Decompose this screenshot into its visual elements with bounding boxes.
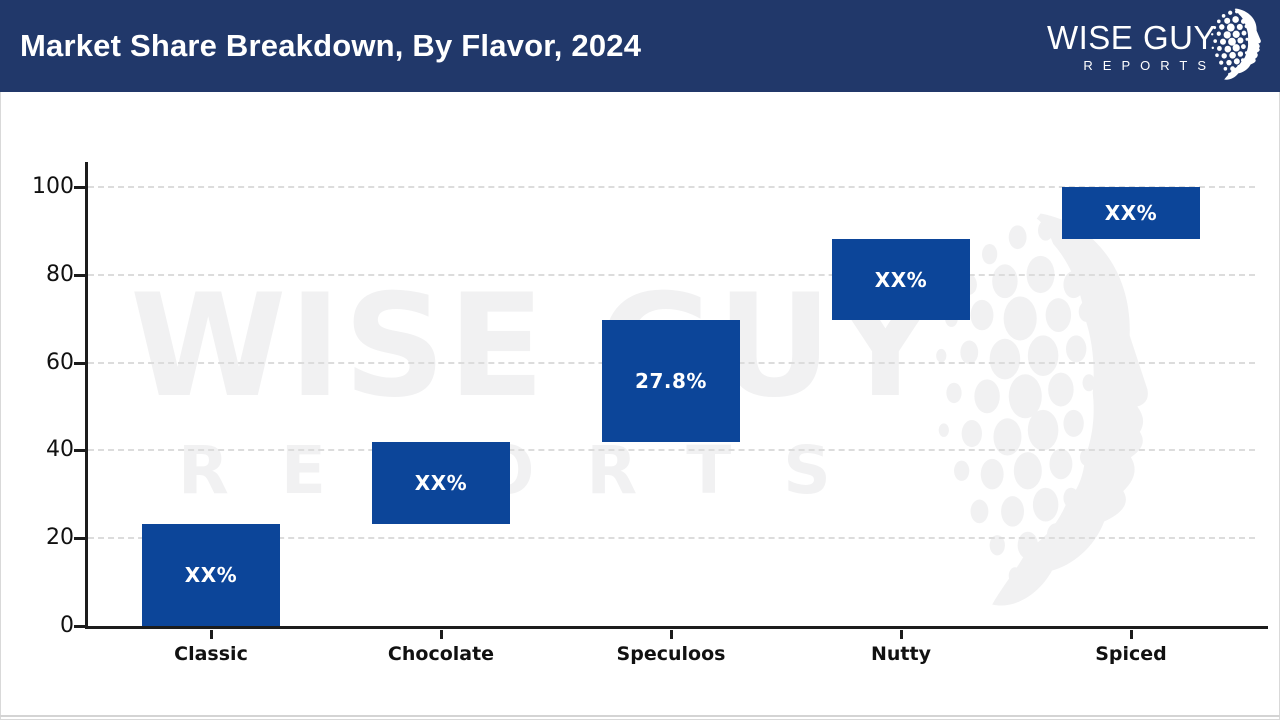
category-label: Speculoos xyxy=(616,643,726,665)
brand-subtitle: REPORTS xyxy=(1083,58,1216,73)
bar: XX% xyxy=(832,239,970,321)
category-label: Classic xyxy=(174,643,248,665)
gridline xyxy=(88,449,1255,452)
y-tick-label: 100 xyxy=(32,174,74,199)
y-tick-label: 80 xyxy=(46,261,74,287)
x-tick-mark xyxy=(669,630,673,639)
y-tick-mark xyxy=(74,186,85,189)
brand-wordmark: WISE GUY xyxy=(1046,19,1216,56)
y-tick-label: 20 xyxy=(46,525,74,551)
x-tick-mark xyxy=(439,630,443,639)
bottom-divider xyxy=(0,715,1280,717)
bar-value-label: 27.8% xyxy=(635,369,707,394)
y-tick-mark xyxy=(74,537,85,541)
brand-text: WISE GUY REPORTS xyxy=(1047,19,1216,73)
header: Market Share Breakdown, By Flavor, 2024 … xyxy=(0,0,1280,92)
gridline xyxy=(88,186,1255,188)
bar-value-label: XX% xyxy=(414,471,468,496)
x-tick-mark xyxy=(209,630,213,639)
y-tick-mark xyxy=(74,625,85,628)
category-label: Spiced xyxy=(1095,643,1167,665)
bar: XX% xyxy=(372,442,510,524)
x-tick-mark xyxy=(899,630,903,639)
y-axis-line xyxy=(85,162,88,629)
bar: 27.8% xyxy=(602,320,740,443)
bar-value-label: XX% xyxy=(874,267,928,292)
watermark-wordmark: WISE GUY xyxy=(130,264,939,429)
y-tick-mark xyxy=(74,273,85,277)
bar: XX% xyxy=(142,523,280,626)
category-label: Nutty xyxy=(871,643,931,665)
page-title: Market Share Breakdown, By Flavor, 2024 xyxy=(20,28,642,63)
y-tick-label: 0 xyxy=(60,613,74,638)
brand-logo: WISE GUY REPORTS xyxy=(1047,4,1268,88)
gridline xyxy=(88,537,1255,540)
bar-value-label: XX% xyxy=(184,562,238,587)
y-tick-label: 60 xyxy=(46,349,74,375)
y-tick-mark xyxy=(74,361,85,365)
gridline xyxy=(88,273,1255,276)
bar-value-label: XX% xyxy=(1104,201,1158,226)
category-label: Chocolate xyxy=(387,643,495,665)
x-axis-line xyxy=(85,626,1268,629)
y-tick-mark xyxy=(74,449,85,453)
x-tick-mark xyxy=(1129,630,1133,639)
y-tick-label: 40 xyxy=(46,437,74,463)
bar: XX% xyxy=(1062,187,1200,240)
